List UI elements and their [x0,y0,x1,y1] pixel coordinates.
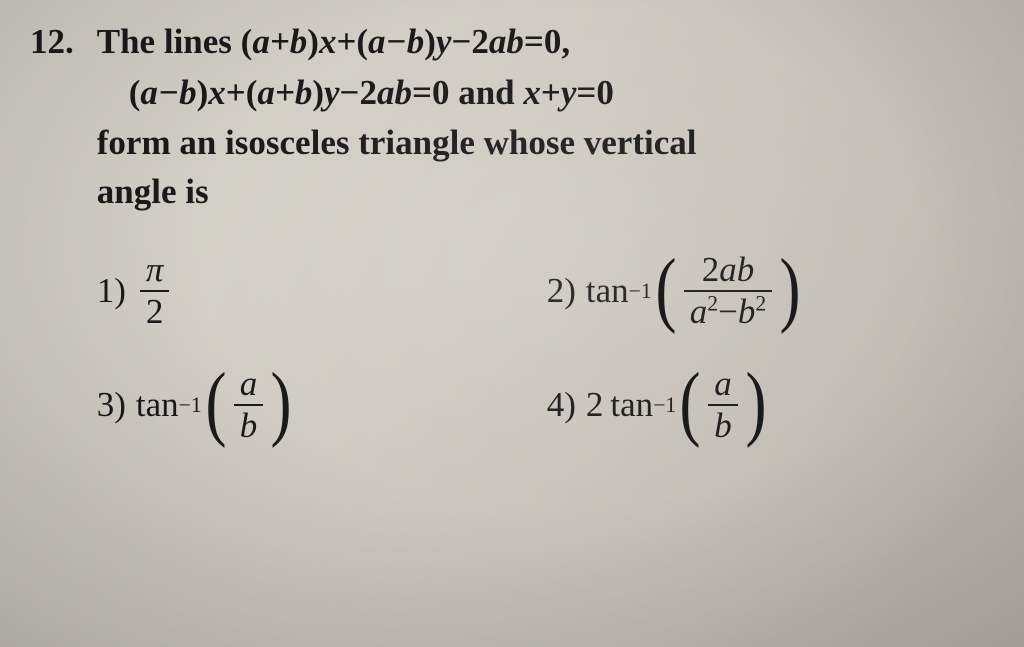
eq3-x: x [523,73,541,112]
eq1-open: ( [241,22,253,61]
eq2-two: 2 [360,73,378,112]
eq3-zero: 0 [596,73,614,112]
eq2-plus: + [226,73,246,112]
eq1-close2: ) [424,22,436,61]
eq2-eq: = [412,73,432,112]
option-3: 3) tan−1 ( a b ) [97,355,547,455]
option-1-fraction: π 2 [140,252,170,331]
option-4-coef: 2 [586,381,604,428]
eq1-y: y [436,22,452,61]
eq3-eq: = [576,73,596,112]
stem-lead: The lines [97,22,241,61]
eq2-close2: ) [312,73,324,112]
eq2-ab1: a−b [140,73,196,112]
eq1-ab2: a−b [368,22,424,61]
option-2-fn: tan [586,267,629,314]
option-4-a: a [708,366,738,406]
and-text: and [458,73,523,112]
option-1-pi: π [140,252,170,292]
eq2-ab: ab [377,73,412,112]
question-line-3: form an isosceles triangle whose vertica… [97,119,997,166]
option-1: 1) π 2 [97,241,547,341]
option-4-rparen: ) [745,367,766,438]
eq1-comma: , [561,22,570,61]
eq1-plus: + [336,22,356,61]
eq2-ab2: a+b [257,73,312,112]
question-number: 12. [30,18,88,65]
option-2: 2) tan−1 ( 2ab a2−b2 ) [547,241,997,341]
option-1-two: 2 [140,292,170,331]
eq1-zero: 0 [544,22,562,61]
option-4-fn: tan [610,381,653,428]
option-3-rparen: ) [271,367,292,438]
question-line-1: The lines (a+b)x+(a−b)y−2ab=0, [97,18,997,65]
option-4-b: b [708,406,738,445]
eq1-open2: ( [356,22,368,61]
eq2-x: x [208,73,226,112]
eq1-x: x [319,22,337,61]
question-block: 12. The lines (a+b)x+(a−b)y−2ab=0, (a−b)… [30,18,1000,469]
eq2-zero: 0 [432,73,450,112]
eq1-ab: ab [489,22,524,61]
option-3-number: 3) [97,381,126,428]
options-row-1: 1) π 2 2) tan−1 ( 2ab a2−b2 ) [97,241,997,341]
option-3-fn: tan [136,381,179,428]
question-line-2: (a−b)x+(a+b)y−2ab=0 and x+y=0 [97,69,997,116]
question-line-4: angle is [97,168,997,215]
option-4-number: 4) [547,381,576,428]
option-2-fraction: 2ab a2−b2 [684,252,772,331]
option-4: 4) 2 tan−1 ( a b ) [547,355,997,455]
eq1-close1: ) [307,22,319,61]
option-2-lparen: ( [655,253,676,324]
eq2-min: − [340,73,360,112]
option-2-rparen: ) [780,253,801,324]
eq2-close1: ) [197,73,209,112]
option-3-fraction: a b [234,366,264,445]
eq1-min: − [451,22,471,61]
option-4-fraction: a b [708,366,738,445]
question-body: The lines (a+b)x+(a−b)y−2ab=0, (a−b)x+(a… [97,18,997,469]
eq2-y: y [324,73,340,112]
eq2-open2: ( [246,73,258,112]
eq1-two: 2 [471,22,489,61]
option-3-a: a [234,366,264,406]
option-2-num: 2ab [684,252,772,292]
option-3-lparen: ( [205,367,226,438]
option-3-b: b [234,406,264,445]
eq1-ab1: a+b [252,22,307,61]
eq3-y: y [561,73,577,112]
eq3-plus: + [541,73,561,112]
option-2-den: a2−b2 [684,292,772,331]
options-block: 1) π 2 2) tan−1 ( 2ab a2−b2 ) [97,241,997,455]
eq1-eq: = [524,22,544,61]
eq2-open: ( [129,73,141,112]
option-1-number: 1) [97,267,126,314]
options-row-2: 3) tan−1 ( a b ) 4) 2 tan−1 ( a [97,355,997,455]
option-4-lparen: ( [680,367,701,438]
option-2-number: 2) [547,267,576,314]
